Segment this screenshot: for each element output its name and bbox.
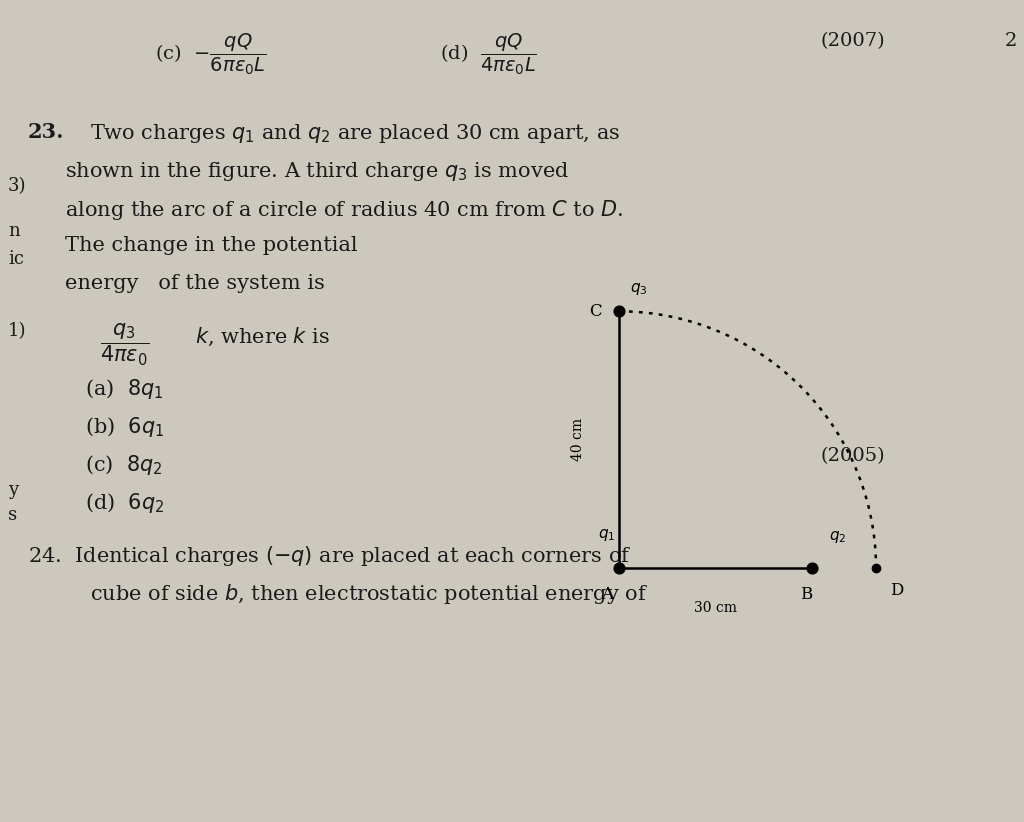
Text: 2: 2: [1005, 32, 1018, 50]
Point: [868, 562, 885, 575]
Text: 24.  Identical charges $(-q)$ are placed at each corners of: 24. Identical charges $(-q)$ are placed …: [28, 544, 632, 568]
Text: $q_2$: $q_2$: [829, 529, 847, 545]
Point: [610, 562, 627, 575]
Text: (c)  $-\dfrac{qQ}{6\pi\varepsilon_0 L}$: (c) $-\dfrac{qQ}{6\pi\varepsilon_0 L}$: [155, 32, 266, 77]
Text: $k$, where $k$ is: $k$, where $k$ is: [195, 326, 330, 349]
Text: shown in the figure. A third charge $q_3$ is moved: shown in the figure. A third charge $q_3…: [65, 160, 569, 183]
Text: energy   of the system is: energy of the system is: [65, 274, 325, 293]
Text: .: .: [15, 124, 23, 144]
Text: (2005): (2005): [820, 447, 885, 465]
Text: (d)  $6q_2$: (d) $6q_2$: [85, 491, 164, 515]
Text: 3): 3): [8, 177, 27, 195]
Text: D: D: [890, 582, 903, 599]
Point: [610, 305, 627, 318]
Point: [804, 562, 820, 575]
Text: (a)  $8q_1$: (a) $8q_1$: [85, 377, 164, 401]
Text: ic: ic: [8, 250, 24, 268]
Text: 1): 1): [8, 322, 27, 340]
Text: (b)  $6q_1$: (b) $6q_1$: [85, 415, 164, 439]
Text: $q_1$: $q_1$: [598, 527, 615, 543]
Text: Two charges $q_1$ and $q_2$ are placed 30 cm apart, as: Two charges $q_1$ and $q_2$ are placed 3…: [90, 122, 621, 145]
Text: $\dfrac{q_3}{4\pi\varepsilon_0}$: $\dfrac{q_3}{4\pi\varepsilon_0}$: [100, 322, 150, 368]
Text: A: A: [601, 586, 613, 603]
Text: 30 cm: 30 cm: [694, 601, 737, 615]
Text: B: B: [800, 586, 812, 603]
Text: (d)  $\dfrac{qQ}{4\pi\varepsilon_0 L}$: (d) $\dfrac{qQ}{4\pi\varepsilon_0 L}$: [440, 32, 537, 77]
Text: along the arc of a circle of radius 40 cm from $C$ to $D$.: along the arc of a circle of radius 40 c…: [65, 198, 624, 222]
Text: cube of side $b$, then placed at centre of cube will be: cube of side $b$, then placed at centre …: [90, 620, 639, 644]
Text: y: y: [8, 481, 18, 499]
Text: s: s: [8, 506, 17, 524]
Text: (c)  $8q_2$: (c) $8q_2$: [85, 453, 163, 477]
Text: cube of side $b$, then electrostatic potential energy of: cube of side $b$, then electrostatic pot…: [90, 582, 648, 606]
Text: n: n: [8, 222, 19, 240]
Text: The change in the potential: The change in the potential: [65, 236, 357, 255]
Text: (2007): (2007): [820, 32, 885, 50]
Text: 40 cm: 40 cm: [571, 418, 586, 461]
Text: $q_3$: $q_3$: [631, 281, 648, 298]
Text: C: C: [589, 302, 601, 320]
Text: 23.: 23.: [28, 122, 65, 142]
